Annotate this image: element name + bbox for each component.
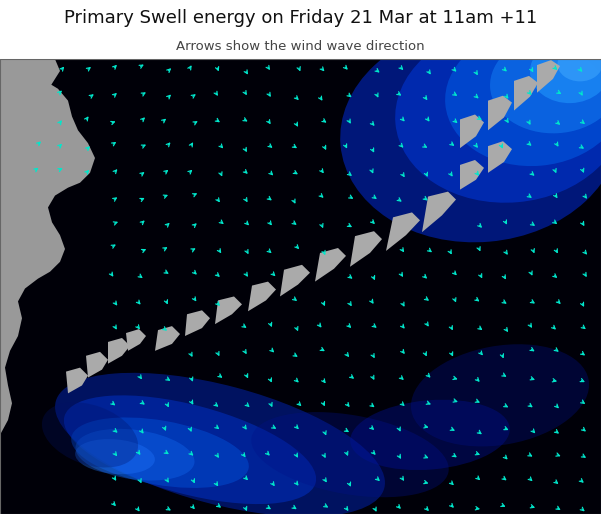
Ellipse shape <box>558 47 601 81</box>
Ellipse shape <box>42 402 138 468</box>
Polygon shape <box>0 73 95 514</box>
Ellipse shape <box>55 373 385 514</box>
Polygon shape <box>488 96 512 131</box>
Ellipse shape <box>251 412 449 497</box>
Ellipse shape <box>75 439 155 474</box>
Polygon shape <box>350 231 382 267</box>
Polygon shape <box>0 59 60 188</box>
Polygon shape <box>215 297 242 324</box>
Polygon shape <box>422 192 456 232</box>
Text: Arrows show the wind wave direction: Arrows show the wind wave direction <box>176 40 425 52</box>
Polygon shape <box>514 76 538 111</box>
Polygon shape <box>108 338 130 364</box>
Polygon shape <box>315 248 346 282</box>
Ellipse shape <box>64 395 316 504</box>
Ellipse shape <box>350 400 510 470</box>
Polygon shape <box>155 326 180 351</box>
Polygon shape <box>386 212 420 251</box>
Polygon shape <box>537 60 560 93</box>
Ellipse shape <box>411 344 589 447</box>
Text: Primary Swell energy on Friday 21 Mar at 11am +11: Primary Swell energy on Friday 21 Mar at… <box>64 9 537 27</box>
Ellipse shape <box>76 429 195 481</box>
Polygon shape <box>86 352 108 377</box>
Polygon shape <box>488 141 512 173</box>
Ellipse shape <box>530 39 601 103</box>
Ellipse shape <box>445 27 601 166</box>
Ellipse shape <box>395 24 601 203</box>
Polygon shape <box>66 368 88 393</box>
Polygon shape <box>280 265 310 297</box>
Polygon shape <box>248 282 276 311</box>
Polygon shape <box>460 115 484 148</box>
Polygon shape <box>460 160 484 190</box>
Ellipse shape <box>71 417 249 488</box>
Polygon shape <box>126 329 146 351</box>
Ellipse shape <box>490 34 601 133</box>
Ellipse shape <box>340 24 601 242</box>
Polygon shape <box>185 310 210 336</box>
